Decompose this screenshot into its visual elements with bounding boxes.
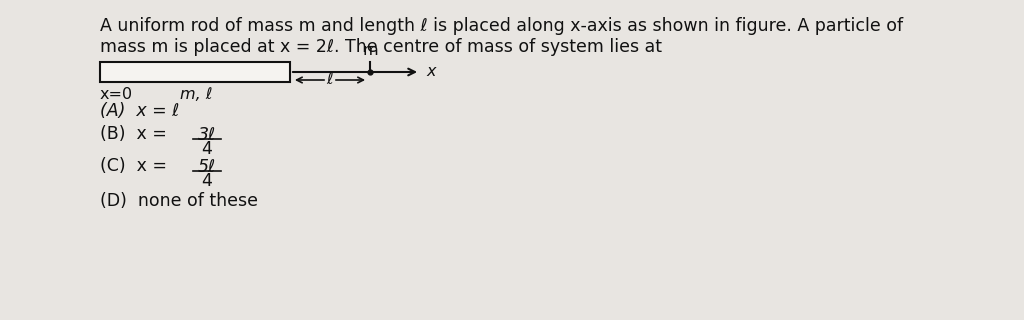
Text: ℓ: ℓ xyxy=(327,73,334,87)
Text: mass m is placed at x = 2ℓ. The centre of mass of system lies at: mass m is placed at x = 2ℓ. The centre o… xyxy=(100,38,662,56)
Bar xyxy=(100,62,290,82)
Text: A uniform rod of mass m and length ℓ is placed along x-axis as shown in figure. : A uniform rod of mass m and length ℓ is … xyxy=(100,17,903,35)
Text: m: m xyxy=(362,43,378,58)
Text: (D)  none of these: (D) none of these xyxy=(100,192,258,210)
Text: x=0: x=0 xyxy=(100,87,133,102)
Text: 3ℓ: 3ℓ xyxy=(198,126,216,144)
Text: (B)  x =: (B) x = xyxy=(100,125,172,143)
Text: (C)  x =: (C) x = xyxy=(100,157,172,175)
Text: (A)  x = ℓ: (A) x = ℓ xyxy=(100,102,179,120)
Text: 5ℓ: 5ℓ xyxy=(198,158,216,176)
Text: 4: 4 xyxy=(202,140,212,158)
Text: x: x xyxy=(426,65,435,79)
Text: 4: 4 xyxy=(202,172,212,190)
Text: m, ℓ: m, ℓ xyxy=(180,87,213,102)
